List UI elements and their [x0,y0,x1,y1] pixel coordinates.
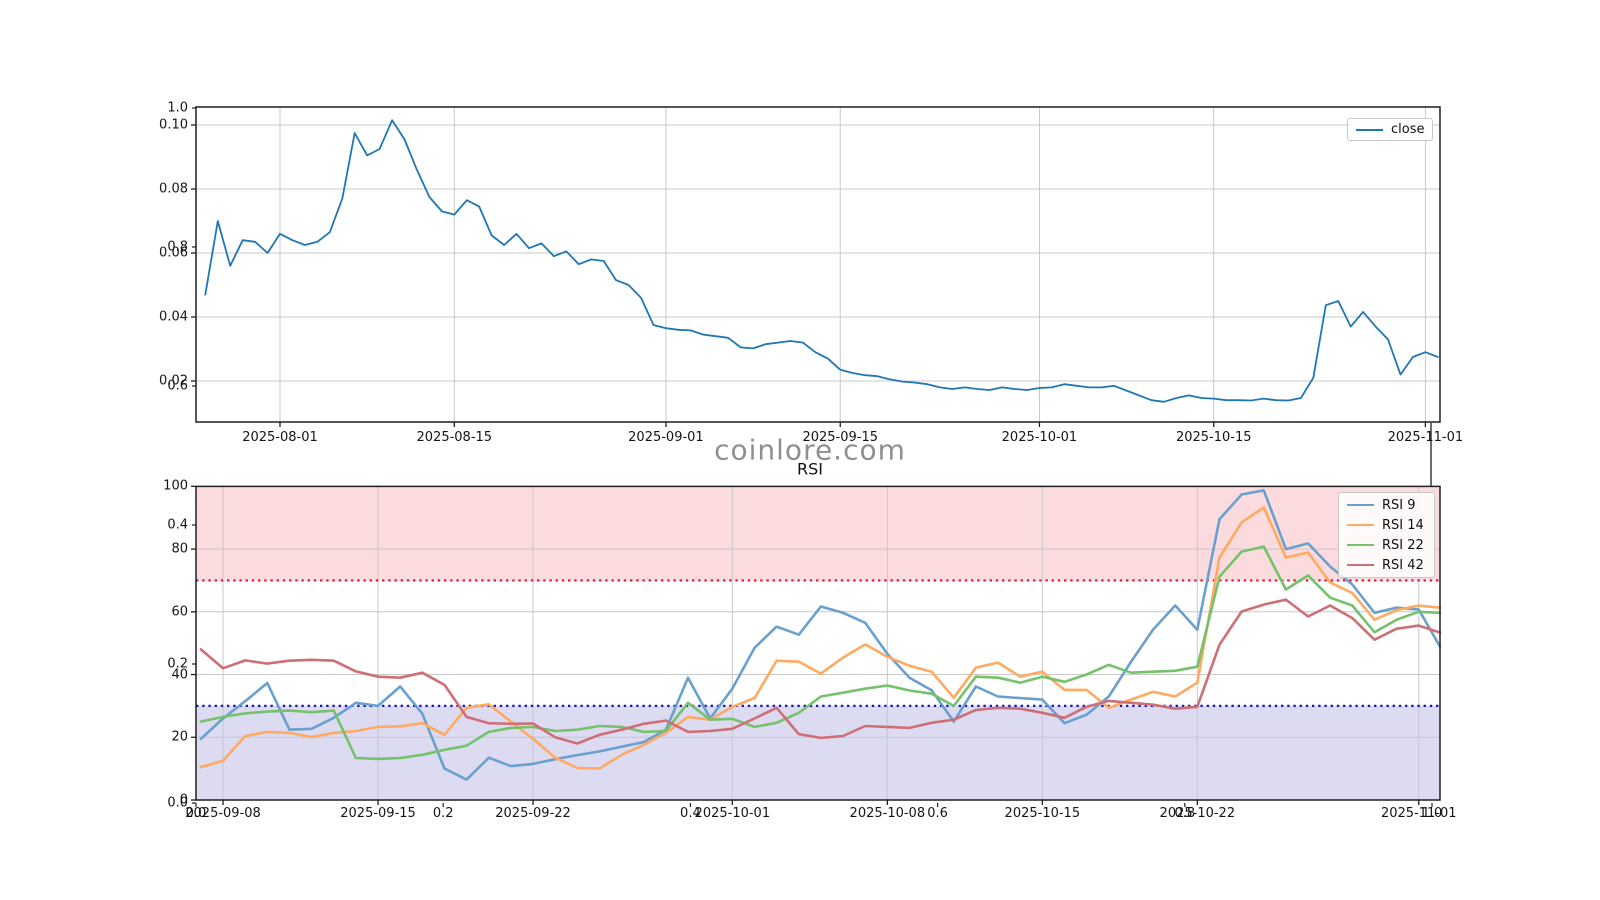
price-xtick: 2025-11-01 [1387,430,1464,445]
price-xtick: 2025-10-15 [1175,430,1252,445]
hidden-xtick: 0.6 [927,806,948,821]
hidden-ytick: 0.4 [167,517,188,533]
legend-label: RSI 22 [1382,537,1424,553]
rsi-xtick: 2025-11-01 [1380,806,1457,821]
price-xtick: 2025-09-15 [802,430,879,445]
rsi-xtick: 2025-10-22 [1159,806,1236,821]
legend-label: RSI 42 [1382,557,1424,573]
oversold-band [196,705,1440,800]
legend-entry: RSI 14 [1347,515,1426,535]
price-ytick: 0.06 [159,245,188,261]
legend-label: RSI 14 [1382,517,1424,533]
rsi-xtick: 2025-09-08 [185,806,261,821]
hidden-xtick: 0.0 [185,806,207,821]
rsi-ytick: 20 [171,729,188,745]
rsi-ytick: 60 [171,604,188,620]
price-axes-frame [195,106,1441,423]
price-xtick: 2025-08-01 [242,430,318,445]
rsi22-line [199,545,1442,761]
rsi-legend: RSI 9 RSI 14 RSI 22 RSI 42 [1338,492,1435,578]
rsi-xtick: 2025-10-08 [849,806,926,821]
price-ytick: 0.10 [159,117,188,133]
rsi-ytick: 40 [171,667,188,683]
hidden-xtick: 0.4 [680,806,701,821]
hidden-xtick: 0.2 [432,806,454,821]
watermark: coinlore.com [714,433,906,467]
rsi9-line [199,489,1442,781]
legend-line-sample [1356,128,1383,131]
price-ytick: 0.02 [159,373,188,389]
legend-line-sample [1347,504,1374,506]
rsi-ytick: 0 [179,792,188,808]
rsi-xtick: 2025-10-01 [694,806,771,821]
rsi-axes-frame [195,485,1441,801]
legend-line-sample [1347,544,1374,546]
price-xtick: 2025-09-01 [628,430,704,445]
hidden-xtick: 0.8 [1174,806,1196,821]
rsi-xtick: 2025-09-15 [340,806,416,821]
hidden-ytick: 0.6 [167,378,188,394]
price-xtick: 2025-08-15 [416,430,493,445]
legend-line-sample [1347,524,1374,526]
rsi-ytick: 80 [171,541,188,557]
hidden-ytick: 1.0 [167,100,188,116]
price-legend: close [1347,118,1433,141]
hidden-xtick: 1.0 [1421,806,1443,821]
hidden-ytick: 0.8 [167,239,188,255]
rsi14-line [199,506,1442,770]
rsi-title: RSI [797,459,823,479]
price-ytick: 0.08 [159,181,188,197]
rsi42-line [199,598,1442,745]
legend-entry: RSI 9 [1347,495,1426,515]
overbought-band [196,486,1440,581]
legend-entry: RSI 22 [1347,535,1426,555]
rsi-ytick: 100 [163,478,188,494]
legend-entry: RSI 42 [1347,555,1426,575]
legend-label: close [1391,122,1425,137]
price-xtick: 2025-10-01 [1001,430,1078,445]
rsi-xtick: 2025-10-15 [1004,806,1081,821]
hidden-ytick: 0.0 [167,795,188,811]
price-ytick: 0.04 [159,309,188,325]
hidden-ytick: 0.2 [167,656,188,672]
legend-label: RSI 9 [1382,497,1416,513]
rsi-xtick: 2025-09-22 [495,806,571,821]
legend-line-sample [1347,564,1374,566]
close-line [204,119,1439,403]
legend-entry: close [1356,121,1424,138]
